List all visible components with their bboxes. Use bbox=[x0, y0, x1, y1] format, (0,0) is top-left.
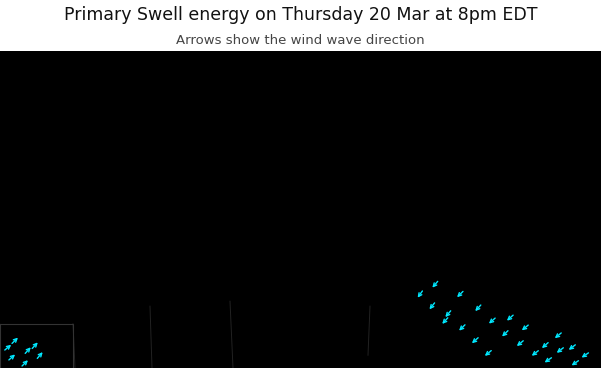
PathPatch shape bbox=[0, 41, 601, 368]
PathPatch shape bbox=[0, 41, 601, 368]
PathPatch shape bbox=[0, 41, 601, 368]
PathPatch shape bbox=[0, 41, 601, 368]
PathPatch shape bbox=[0, 41, 601, 368]
PathPatch shape bbox=[0, 41, 601, 368]
PathPatch shape bbox=[0, 41, 601, 368]
PathPatch shape bbox=[0, 41, 601, 368]
PathPatch shape bbox=[0, 41, 601, 368]
PathPatch shape bbox=[0, 41, 601, 368]
Text: Primary Swell energy on Thursday 20 Mar at 8pm EDT: Primary Swell energy on Thursday 20 Mar … bbox=[64, 6, 537, 24]
PathPatch shape bbox=[0, 41, 601, 368]
PathPatch shape bbox=[0, 41, 601, 368]
PathPatch shape bbox=[0, 41, 601, 368]
PathPatch shape bbox=[0, 41, 601, 368]
PathPatch shape bbox=[0, 41, 601, 368]
PathPatch shape bbox=[0, 41, 601, 368]
Text: Arrows show the wind wave direction: Arrows show the wind wave direction bbox=[176, 34, 425, 47]
PathPatch shape bbox=[0, 41, 601, 368]
PathPatch shape bbox=[0, 41, 601, 368]
PathPatch shape bbox=[0, 41, 601, 368]
PathPatch shape bbox=[0, 41, 601, 368]
PathPatch shape bbox=[0, 41, 601, 368]
PathPatch shape bbox=[0, 41, 601, 368]
PathPatch shape bbox=[0, 41, 601, 368]
PathPatch shape bbox=[0, 41, 601, 368]
PathPatch shape bbox=[0, 41, 601, 368]
PathPatch shape bbox=[0, 41, 601, 368]
PathPatch shape bbox=[0, 41, 601, 368]
PathPatch shape bbox=[0, 41, 601, 368]
PathPatch shape bbox=[0, 41, 601, 368]
PathPatch shape bbox=[0, 41, 601, 368]
PathPatch shape bbox=[0, 41, 601, 368]
PathPatch shape bbox=[0, 41, 601, 368]
PathPatch shape bbox=[0, 41, 601, 368]
PathPatch shape bbox=[0, 41, 601, 368]
